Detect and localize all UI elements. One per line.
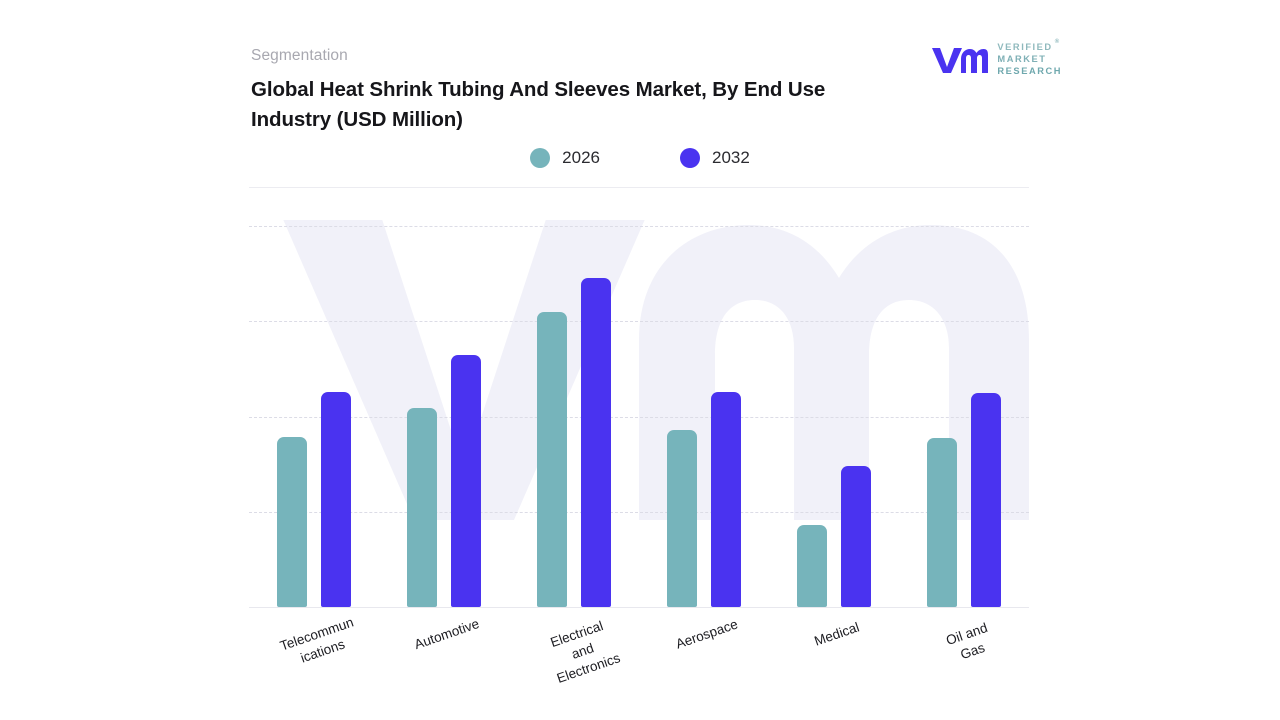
vm-monogram-icon xyxy=(930,45,989,75)
x-tick-aerospace: Aerospace xyxy=(673,616,740,652)
legend-swatch-icon-2026 xyxy=(530,148,551,168)
bar-2032-oil-and-gas[interactable] xyxy=(971,392,1001,607)
bar-group-automotive xyxy=(379,220,509,607)
bar-2026-telecommunications[interactable] xyxy=(277,437,307,607)
bar-2032-electrical-and-electronics[interactable] xyxy=(581,278,611,607)
bar-group-medical xyxy=(769,220,899,607)
bar-2032-aerospace[interactable] xyxy=(711,391,741,607)
bar-2032-automotive[interactable] xyxy=(451,354,481,607)
bar-group-telecommunications xyxy=(249,220,379,607)
legend-label-2026: 2026 xyxy=(562,148,600,167)
bar-2026-medical[interactable] xyxy=(797,525,827,607)
logo-wordmark: VERIFIED ® MARKET RESEARCH xyxy=(997,39,1062,78)
chart-header: Segmentation Global Heat Shrink Tubing A… xyxy=(251,46,951,135)
gridline-200 xyxy=(249,416,1029,418)
segmentation-label: Segmentation xyxy=(251,47,348,64)
bar-series-container xyxy=(249,220,1029,607)
bar-2026-aerospace[interactable] xyxy=(667,429,697,607)
page-title: Global Heat Shrink Tubing And Sleeves Ma… xyxy=(251,78,826,131)
chart-legend: 2026 2032 xyxy=(251,148,1029,168)
x-axis-tick-labels: Telecommun ications Automotive Electrica… xyxy=(249,612,1029,712)
legend-label-2032: 2032 xyxy=(712,148,750,167)
plot-area xyxy=(249,220,1029,608)
bar-2026-electrical-and-electronics[interactable] xyxy=(537,311,567,607)
logo-line-research: RESEARCH xyxy=(997,65,1062,76)
x-tick-oil-and-gas: Oil and Gas xyxy=(944,619,990,663)
x-axis-line xyxy=(249,607,1029,608)
legend-item-2026[interactable]: 2026 xyxy=(530,148,600,168)
bar-2026-automotive[interactable] xyxy=(407,407,437,607)
x-tick-medical: Medical xyxy=(812,619,862,649)
bar-group-aerospace xyxy=(639,220,769,607)
bar-2026-oil-and-gas[interactable] xyxy=(927,438,957,607)
bar-group-electrical-and-electronics xyxy=(509,220,639,607)
x-tick-telecommunications: Telecommun ications xyxy=(278,614,356,666)
bar-group-oil-and-gas xyxy=(899,220,1029,607)
logo-line-verified: VERIFIED ® xyxy=(997,39,1060,52)
legend-divider xyxy=(249,187,1029,188)
x-tick-automotive: Automotive xyxy=(412,615,482,653)
bar-2032-medical[interactable] xyxy=(841,466,871,607)
legend-swatch-icon-2032 xyxy=(680,148,700,168)
registered-trademark-icon: ® xyxy=(1054,39,1060,45)
x-tick-electrical-and-electronics: Electrical and Electronics xyxy=(548,618,623,687)
gridline-100 xyxy=(249,511,1029,513)
gridline-300 xyxy=(249,321,1029,323)
gridline-400 xyxy=(249,226,1029,227)
logo-line-market: MARKET xyxy=(997,53,1047,64)
legend-item-2032[interactable]: 2032 xyxy=(680,148,750,168)
verified-market-research-logo: VERIFIED ® MARKET RESEARCH xyxy=(930,39,1062,78)
bar-2032-telecommunications[interactable] xyxy=(321,391,351,607)
